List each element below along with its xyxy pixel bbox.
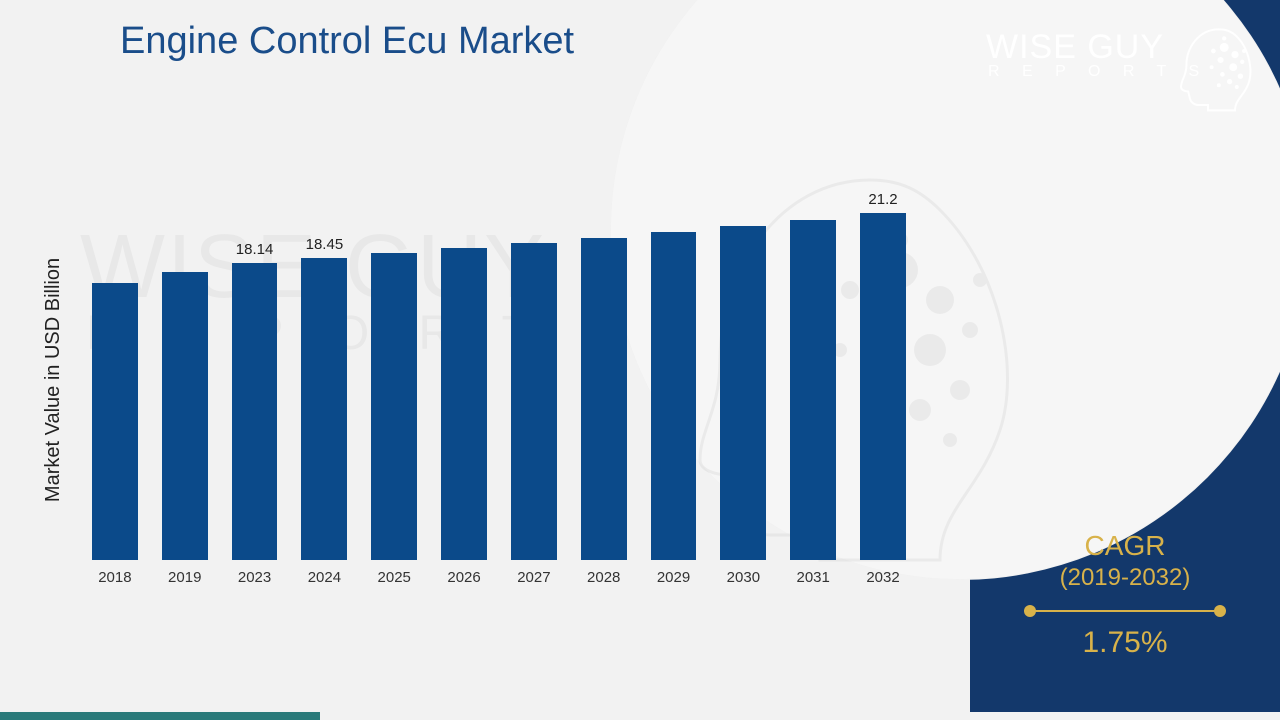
cagr-divider xyxy=(1030,610,1220,612)
bar-value-label: 21.2 xyxy=(868,191,897,209)
x-tick-label: 2025 xyxy=(378,569,411,586)
bar-wrap: 2027 xyxy=(511,221,557,560)
bar-wrap: 2018 xyxy=(92,261,138,560)
cagr-title: CAGR xyxy=(1010,530,1240,562)
bar xyxy=(790,220,836,560)
cagr-block: CAGR (2019-2032) 1.75% xyxy=(1010,530,1240,660)
x-tick-label: 2026 xyxy=(447,569,480,586)
x-tick-label: 2031 xyxy=(797,569,830,586)
bar-wrap: 2030 xyxy=(720,204,766,560)
x-tick-label: 2018 xyxy=(98,569,131,586)
bar xyxy=(581,238,627,560)
bar-wrap: 18.142023 xyxy=(232,241,278,560)
bottom-accent-bar xyxy=(0,712,320,720)
bar-wrap: 2029 xyxy=(651,210,697,560)
bars-container: 2018 2019 18.142023 18.452024 2025 2026 2027 20… xyxy=(88,200,910,560)
x-tick-label: 2023 xyxy=(238,569,271,586)
bar xyxy=(92,283,138,560)
bar-wrap: 2031 xyxy=(790,198,836,560)
bar xyxy=(371,253,417,560)
bar xyxy=(441,248,487,560)
bar-wrap: 2026 xyxy=(441,226,487,560)
bar xyxy=(860,213,906,560)
brand-head-icon xyxy=(1172,24,1262,114)
bar-value-label: 18.14 xyxy=(236,241,274,259)
y-axis-label: Market Value in USD Billion xyxy=(42,258,65,502)
bar xyxy=(651,232,697,560)
bar xyxy=(301,258,347,560)
x-tick-label: 2024 xyxy=(308,569,341,586)
bar-wrap: 2025 xyxy=(371,231,417,560)
bar-wrap: 18.452024 xyxy=(301,236,347,560)
bar-value-label: 18.45 xyxy=(306,236,344,254)
chart-title: Engine Control Ecu Market xyxy=(120,20,574,63)
x-tick-label: 2027 xyxy=(517,569,550,586)
bar-wrap: 21.22032 xyxy=(860,191,906,560)
bar xyxy=(162,272,208,560)
cagr-value: 1.75% xyxy=(1010,626,1240,660)
cagr-range: (2019-2032) xyxy=(1010,564,1240,592)
x-tick-label: 2029 xyxy=(657,569,690,586)
bar xyxy=(232,263,278,560)
bar xyxy=(720,226,766,560)
bar-wrap: 2019 xyxy=(162,250,208,560)
bar-wrap: 2028 xyxy=(581,216,627,560)
bar xyxy=(511,243,557,560)
x-tick-label: 2030 xyxy=(727,569,760,586)
bar-chart: Market Value in USD Billion 2018201918.1… xyxy=(60,170,910,590)
x-tick-label: 2032 xyxy=(866,569,899,586)
x-tick-label: 2019 xyxy=(168,569,201,586)
x-tick-label: 2028 xyxy=(587,569,620,586)
page-root: WISE GUY R E P O R T S Engine Control Ec… xyxy=(0,0,1280,720)
